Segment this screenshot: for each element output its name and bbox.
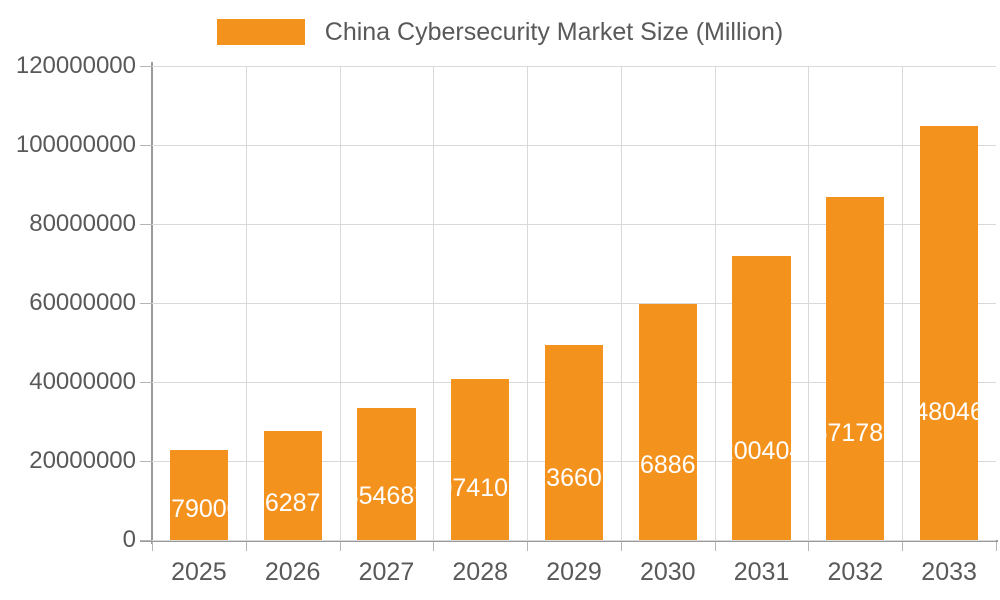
bar-value-label-clip: 22790006 [170, 495, 228, 529]
bar-value-label-clip: 33546870 [357, 482, 415, 516]
y-axis-tick [140, 145, 152, 146]
gridline-vertical [808, 66, 810, 540]
x-axis-tick [152, 542, 153, 551]
bar-value-label-clip: 49366093 [545, 464, 603, 498]
gridline-vertical [620, 66, 622, 540]
gridline-horizontal [152, 145, 996, 146]
gridline-vertical [714, 66, 716, 540]
x-axis-line [140, 540, 998, 542]
y-axis-tick-label: 40000000 [29, 368, 136, 395]
bar[interactable] [169, 449, 228, 540]
legend-label: China Cybersecurity Market Size (Million… [324, 17, 784, 46]
gridline-vertical [339, 66, 341, 540]
x-axis-tick [527, 542, 529, 551]
x-axis-tick [245, 542, 247, 551]
bar-value-label-clip: 40741022 [451, 474, 509, 508]
bar-value-label: 40741022 [451, 473, 509, 502]
x-axis-tick-label: 2032 [827, 558, 884, 586]
x-axis-tick [902, 542, 904, 551]
y-axis-tick [140, 461, 152, 462]
x-axis-tick-label: 2026 [264, 558, 321, 586]
bar[interactable] [544, 345, 604, 540]
plot-area: 22790006 27628715 33546870 40741022 49366093… [152, 66, 996, 541]
bar-value-label: 49366093 [545, 463, 603, 492]
bar-value-label: 59688620 [639, 451, 697, 480]
bar-value-label-clip: 104804600 [920, 398, 978, 432]
y-axis-tick [140, 303, 152, 304]
x-axis-tick-label: 2027 [358, 558, 415, 586]
gridline-vertical [527, 66, 529, 540]
bar-value-label: 86717855 [826, 419, 884, 448]
x-axis-tick [808, 542, 810, 551]
y-axis-tick-label: 100000000 [15, 131, 136, 158]
bar[interactable] [357, 407, 416, 540]
x-axis-tick-label: 2028 [452, 558, 509, 586]
bar-value-label-clip: 72004040 [732, 437, 790, 471]
bar[interactable] [638, 304, 697, 540]
x-axis-tick [714, 542, 716, 551]
bar[interactable] [732, 255, 791, 540]
gridline-horizontal [152, 224, 996, 225]
x-axis-tick [433, 542, 435, 551]
chart-legend: China Cybersecurity Market Size (Million… [0, 12, 1000, 52]
x-axis-tick-label: 2033 [921, 558, 977, 586]
gridline-vertical [902, 66, 904, 540]
y-axis-tick-label: 20000000 [29, 447, 136, 474]
y-axis-tick [140, 382, 152, 383]
x-axis-tick [339, 542, 341, 551]
x-axis-tick-label: 2025 [171, 558, 227, 586]
y-axis-tick-label: 80000000 [29, 210, 136, 237]
bar-value-label: 72004040 [732, 436, 790, 465]
legend-color-swatch [216, 19, 305, 45]
bar[interactable] [826, 197, 885, 540]
x-axis-tick-label: 2029 [546, 558, 602, 586]
y-axis-tick-label: 0 [122, 526, 136, 553]
y-axis-tick [140, 66, 152, 67]
bar-value-label-clip: 86717855 [826, 419, 884, 453]
gridline-horizontal [152, 540, 996, 541]
y-axis-tick [140, 224, 152, 225]
gridline-vertical [433, 66, 435, 540]
x-axis-tick [620, 542, 622, 551]
bar-value-label-clip: 27628715 [264, 489, 322, 523]
y-axis-tick-label: 60000000 [29, 289, 136, 316]
x-axis-tick-label: 2030 [639, 558, 696, 586]
x-axis-tick-label: 2031 [733, 558, 790, 586]
bar[interactable] [451, 379, 510, 540]
bar[interactable] [263, 430, 322, 540]
bar-value-label: 27628715 [264, 489, 322, 518]
bar-value-label: 22790006 [170, 494, 228, 523]
gridline-horizontal [152, 66, 996, 67]
y-axis-tick [140, 540, 152, 541]
x-axis-tick [996, 542, 997, 551]
y-axis-tick-label: 120000000 [15, 52, 136, 79]
bar[interactable] [920, 126, 979, 540]
bar-value-label: 33546870 [357, 482, 415, 511]
bar-value-label: 104804600 [920, 397, 979, 426]
gridline-vertical [245, 66, 247, 540]
bar-value-label-clip: 59688620 [639, 451, 697, 485]
y-axis-labels: 0 20000000 40000000 60000000 80000000 1000000… [0, 0, 136, 600]
gridline-horizontal [152, 303, 996, 304]
